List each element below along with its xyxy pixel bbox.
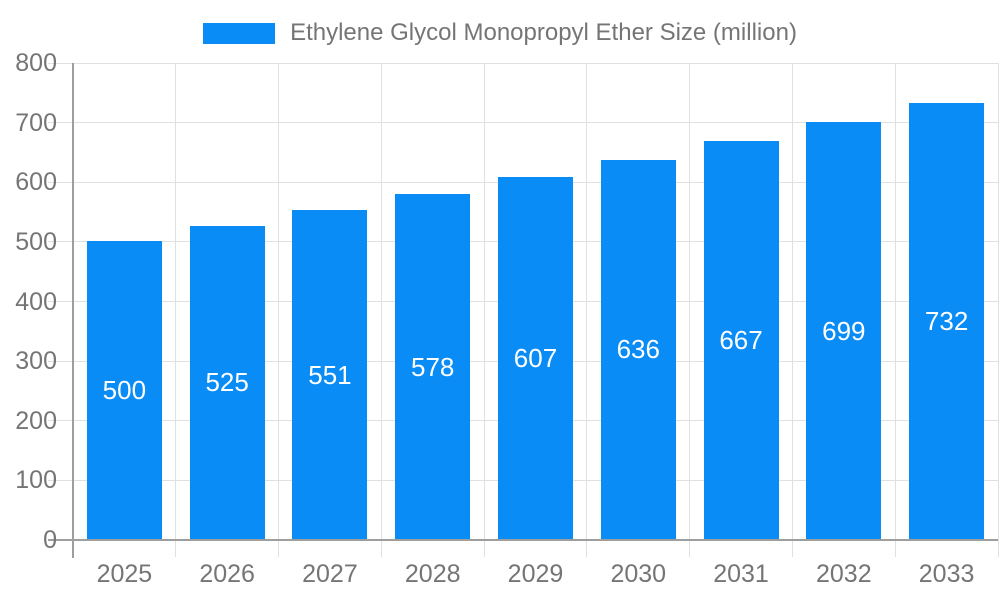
bar-value-label: 699 bbox=[822, 315, 866, 346]
y-axis-line bbox=[72, 63, 74, 558]
gridline-vertical bbox=[997, 63, 999, 557]
x-tick-label: 2027 bbox=[302, 560, 358, 588]
gridline-vertical bbox=[586, 63, 588, 557]
gridline-vertical bbox=[894, 63, 896, 557]
plot-area: 500 525 551 578 607 636 667 699 732 bbox=[48, 62, 999, 558]
y-tick-label: 0 bbox=[43, 526, 57, 554]
bar-2027[interactable]: 551 bbox=[292, 210, 368, 539]
x-tick-label: 2033 bbox=[918, 560, 975, 588]
x-tick-label: 2025 bbox=[96, 560, 153, 588]
gridline-vertical bbox=[483, 63, 485, 557]
x-axis-line bbox=[48, 539, 998, 541]
y-tick-label: 600 bbox=[15, 168, 57, 197]
bar-2031[interactable]: 667 bbox=[703, 141, 779, 539]
x-tick-label: 2028 bbox=[404, 560, 461, 588]
bar-value-label: 551 bbox=[308, 359, 352, 390]
bar-value-label: 636 bbox=[616, 334, 660, 365]
bar-value-label: 732 bbox=[924, 305, 969, 336]
y-tick-label: 100 bbox=[15, 466, 57, 495]
x-tick-label: 2031 bbox=[713, 560, 769, 588]
gridline-horizontal bbox=[48, 62, 998, 64]
legend-swatch-icon bbox=[203, 22, 276, 44]
y-tick-label: 400 bbox=[15, 287, 57, 316]
gridline-vertical bbox=[689, 63, 691, 557]
bar-value-label: 667 bbox=[719, 325, 763, 356]
bar-2025[interactable]: 500 bbox=[86, 240, 162, 539]
gridline-vertical bbox=[791, 63, 793, 557]
y-tick-label: 300 bbox=[15, 347, 57, 376]
y-tick-label: 200 bbox=[15, 406, 57, 435]
y-tick-label: 500 bbox=[15, 227, 57, 256]
bar-value-label: 500 bbox=[102, 374, 147, 405]
gridline-horizontal bbox=[48, 122, 998, 124]
x-tick-label: 2026 bbox=[199, 560, 255, 588]
bar-value-label: 525 bbox=[205, 367, 249, 398]
bar-value-label: 607 bbox=[513, 343, 558, 374]
bar-2032[interactable]: 699 bbox=[806, 122, 882, 539]
x-tick-label: 2032 bbox=[816, 560, 872, 588]
bar-2030[interactable]: 636 bbox=[600, 159, 676, 539]
x-tick-label: 2029 bbox=[507, 560, 564, 588]
bar-2033[interactable]: 732 bbox=[909, 102, 985, 539]
x-tick-label: 2030 bbox=[610, 560, 667, 588]
bar-2028[interactable]: 578 bbox=[395, 194, 471, 539]
legend-label: Ethylene Glycol Monopropyl Ether Size (m… bbox=[290, 19, 797, 46]
bar-2026[interactable]: 525 bbox=[189, 225, 265, 539]
bar-value-label: 578 bbox=[411, 351, 455, 382]
gridline-vertical bbox=[175, 63, 177, 557]
gridline-vertical bbox=[278, 63, 280, 557]
gridline-vertical bbox=[380, 63, 382, 557]
legend-item[interactable]: Ethylene Glycol Monopropyl Ether Size (m… bbox=[0, 16, 1000, 50]
bar-2029[interactable]: 607 bbox=[498, 177, 573, 539]
y-tick-label: 800 bbox=[15, 49, 57, 77]
y-tick-label: 700 bbox=[15, 108, 57, 137]
